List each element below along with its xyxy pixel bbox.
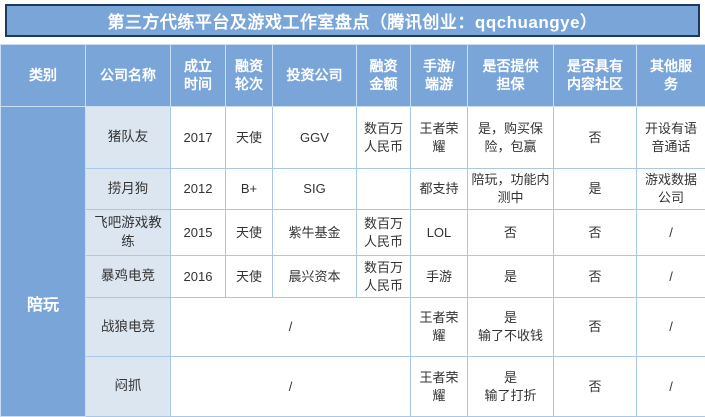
cell-company-name: 飞吧游戏教练	[86, 210, 171, 256]
cell-platform: 王者荣耀	[411, 107, 468, 169]
col-header-other-services: 其他服 务	[637, 45, 705, 107]
cell-other-services: /	[637, 298, 705, 357]
cell-merged-funding: /	[171, 357, 411, 417]
cell-guarantee: 是，购买保险，包赢	[468, 107, 554, 169]
cell-other-services: 游戏数据公司	[637, 169, 705, 210]
cell-investor: 紫牛基金	[273, 210, 357, 256]
col-header-company-name: 公司名称	[86, 45, 171, 107]
cell-community: 否	[554, 298, 637, 357]
cell-funding-amount: 数百万人民币	[357, 107, 411, 169]
cell-investor: 晨兴资本	[273, 256, 357, 298]
cell-community: 否	[554, 210, 637, 256]
cell-other-services: /	[637, 357, 705, 417]
cell-community: 否	[554, 357, 637, 417]
table-row: 陪玩 猪队友 2017 天使 GGV 数百万人民币 王者荣耀 是，购买保险，包赢…	[1, 107, 705, 169]
cell-community: 否	[554, 107, 637, 169]
table-row: 飞吧游戏教练 2015 天使 紫牛基金 数百万人民币 LOL 否 否 /	[1, 210, 705, 256]
cell-company-name: 暴鸡电竞	[86, 256, 171, 298]
cell-platform: 王者荣耀	[411, 298, 468, 357]
col-header-funding-round: 融资 轮次	[226, 45, 273, 107]
cell-platform: 都支持	[411, 169, 468, 210]
cell-other-services: /	[637, 210, 705, 256]
table-row: 战狼电竞 / 王者荣耀 是 输了不收钱 否 /	[1, 298, 705, 357]
col-header-platform: 手游/ 端游	[411, 45, 468, 107]
cell-platform: 手游	[411, 256, 468, 298]
cell-other-services: 开设有语音通话	[637, 107, 705, 169]
col-header-category: 类别	[1, 45, 86, 107]
cell-funding-amount: 数百万人民币	[357, 210, 411, 256]
category-label: 陪玩	[1, 295, 85, 317]
cell-company-name: 猪队友	[86, 107, 171, 169]
table-row: 闷抓 / 王者荣耀 是 输了打折 否 /	[1, 357, 705, 417]
cell-founded: 2015	[171, 210, 226, 256]
cell-company-name: 捞月狗	[86, 169, 171, 210]
cell-guarantee: 是 输了不收钱	[468, 298, 554, 357]
cell-investor: GGV	[273, 107, 357, 169]
cell-founded: 2012	[171, 169, 226, 210]
category-cell: 陪玩	[1, 107, 86, 417]
col-header-guarantee: 是否提供 担保	[468, 45, 554, 107]
cell-funding-round: 天使	[226, 107, 273, 169]
title-bar: 第三方代练平台及游戏工作室盘点（腾讯创业：qqchuangye）	[5, 4, 700, 37]
cell-merged-funding: /	[171, 298, 411, 357]
cell-funding-round: B+	[226, 169, 273, 210]
table-row: 捞月狗 2012 B+ SIG 都支持 陪玩，功能内测中 是 游戏数据公司	[1, 169, 705, 210]
col-header-investor: 投资公司	[273, 45, 357, 107]
companies-table: 类别 公司名称 成立 时间 融资 轮次 投资公司 融资 金额 手游/ 端游 是否…	[0, 44, 705, 417]
col-header-founded: 成立 时间	[171, 45, 226, 107]
cell-platform: LOL	[411, 210, 468, 256]
cell-guarantee: 是	[468, 256, 554, 298]
cell-guarantee: 是 输了打折	[468, 357, 554, 417]
cell-other-services: /	[637, 256, 705, 298]
cell-investor: SIG	[273, 169, 357, 210]
cell-funding-round: 天使	[226, 256, 273, 298]
cell-funding-amount	[357, 169, 411, 210]
cell-guarantee: 否	[468, 210, 554, 256]
cell-funding-amount: 数百万人民币	[357, 256, 411, 298]
cell-funding-round: 天使	[226, 210, 273, 256]
cell-community: 是	[554, 169, 637, 210]
cell-community: 否	[554, 256, 637, 298]
header-row: 类别 公司名称 成立 时间 融资 轮次 投资公司 融资 金额 手游/ 端游 是否…	[1, 45, 705, 107]
cell-company-name: 战狼电竞	[86, 298, 171, 357]
cell-platform: 王者荣耀	[411, 357, 468, 417]
cell-founded: 2017	[171, 107, 226, 169]
cell-company-name: 闷抓	[86, 357, 171, 417]
col-header-community: 是否具有 内容社区	[554, 45, 637, 107]
cell-guarantee: 陪玩，功能内测中	[468, 169, 554, 210]
page-title: 第三方代练平台及游戏工作室盘点（腾讯创业：qqchuangye）	[107, 8, 597, 33]
table-row: 暴鸡电竞 2016 天使 晨兴资本 数百万人民币 手游 是 否 /	[1, 256, 705, 298]
col-header-funding-amount: 融资 金额	[357, 45, 411, 107]
cell-founded: 2016	[171, 256, 226, 298]
